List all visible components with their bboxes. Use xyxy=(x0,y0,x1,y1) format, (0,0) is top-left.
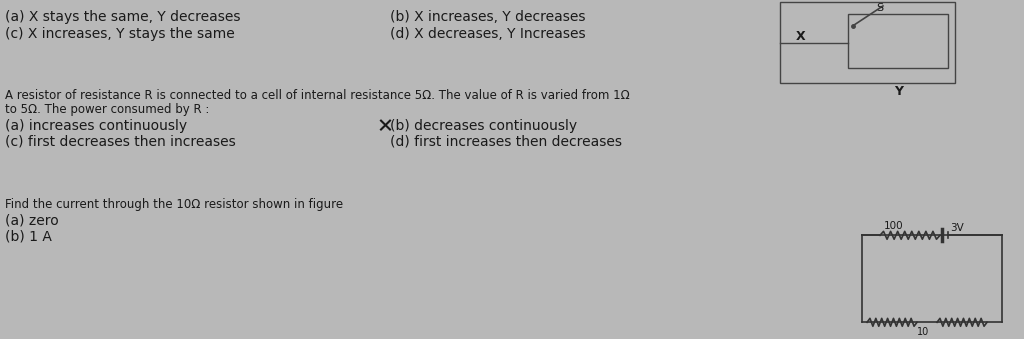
Text: (a) zero: (a) zero xyxy=(5,214,58,227)
Text: (c) first decreases then increases: (c) first decreases then increases xyxy=(5,135,236,148)
Text: 100: 100 xyxy=(884,221,903,232)
Bar xyxy=(848,14,948,68)
Bar xyxy=(780,2,955,83)
Text: 10: 10 xyxy=(918,327,929,337)
Text: (b) X increases, Y decreases: (b) X increases, Y decreases xyxy=(390,10,586,24)
Text: X: X xyxy=(796,29,806,43)
Text: S: S xyxy=(876,3,883,13)
Text: A resistor of resistance R is connected to a cell of internal resistance 5Ω. The: A resistor of resistance R is connected … xyxy=(5,89,630,102)
Text: Find the current through the 10Ω resistor shown in figure: Find the current through the 10Ω resisto… xyxy=(5,198,343,211)
Text: (c) X increases, Y stays the same: (c) X increases, Y stays the same xyxy=(5,27,234,41)
Text: to 5Ω. The power consumed by R :: to 5Ω. The power consumed by R : xyxy=(5,103,209,116)
Text: (a) X stays the same, Y decreases: (a) X stays the same, Y decreases xyxy=(5,10,241,24)
Text: (d) first increases then decreases: (d) first increases then decreases xyxy=(390,135,622,148)
Text: Y: Y xyxy=(894,85,903,98)
Text: (a) increases continuously: (a) increases continuously xyxy=(5,119,187,133)
Text: 3V: 3V xyxy=(950,223,964,234)
Text: (d) X decreases, Y Increases: (d) X decreases, Y Increases xyxy=(390,27,586,41)
Text: (b) 1 A: (b) 1 A xyxy=(5,230,52,243)
Text: (b) decreases continuously: (b) decreases continuously xyxy=(390,119,578,133)
